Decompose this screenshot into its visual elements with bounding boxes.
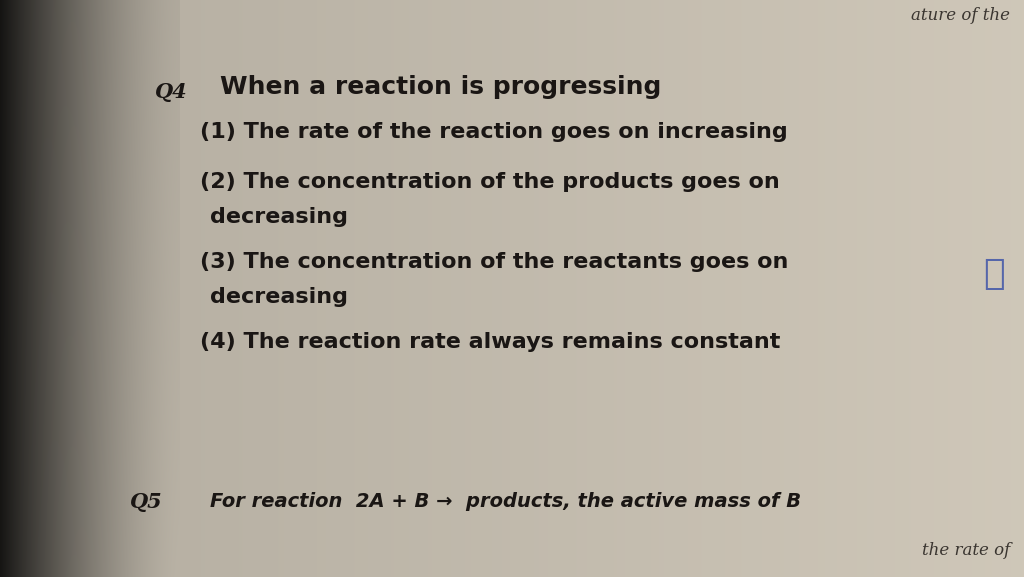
Text: (2) The concentration of the products goes on: (2) The concentration of the products go… bbox=[200, 172, 779, 192]
Text: decreasing: decreasing bbox=[210, 207, 348, 227]
Text: Q5: Q5 bbox=[130, 492, 163, 512]
Text: When a reaction is progressing: When a reaction is progressing bbox=[220, 75, 662, 99]
Text: For reaction  2A + B →  products, the active mass of B: For reaction 2A + B → products, the acti… bbox=[210, 492, 801, 511]
Text: the rate of: the rate of bbox=[922, 542, 1010, 559]
Text: ature of the: ature of the bbox=[911, 7, 1010, 24]
Text: (1) The rate of the reaction goes on increasing: (1) The rate of the reaction goes on inc… bbox=[200, 122, 787, 142]
Text: (3) The concentration of the reactants goes on: (3) The concentration of the reactants g… bbox=[200, 252, 788, 272]
Text: ✓: ✓ bbox=[983, 257, 1005, 291]
Text: (4) The reaction rate always remains constant: (4) The reaction rate always remains con… bbox=[200, 332, 780, 352]
Text: Q4: Q4 bbox=[155, 82, 187, 102]
Text: decreasing: decreasing bbox=[210, 287, 348, 307]
